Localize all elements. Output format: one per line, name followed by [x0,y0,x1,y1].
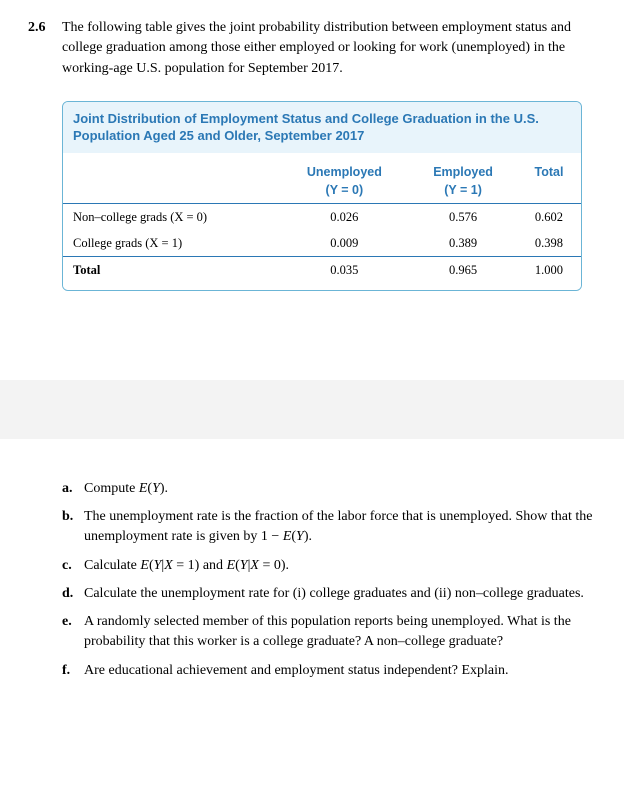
part-d-text: Calculate the unemployment rate for (i) … [84,584,596,604]
joint-distribution-table: Unemployed (Y = 0) Employed (Y = 1) Tota… [63,153,581,290]
part-b: b. The unemployment rate is the fraction… [62,507,596,548]
part-a: a. Compute E(Y). [62,479,596,499]
row3-label: Total [63,257,280,290]
header-total-label: Total [535,165,564,179]
part-f-text: Are educational achievement and employme… [84,661,596,681]
header-unemployed: Unemployed (Y = 0) [280,153,410,204]
header-unemployed-top: Unemployed [307,165,382,179]
table-header-row: Unemployed (Y = 0) Employed (Y = 1) Tota… [63,153,581,204]
header-unemployed-sub: (Y = 0) [288,181,402,199]
header-employed-top: Employed [433,165,493,179]
part-c: c. Calculate E(Y|X = 1) and E(Y|X = 0). [62,556,596,576]
row1-label: Non–college grads (X = 0) [63,204,280,231]
row1-c3: 0.602 [517,204,581,231]
row2-label: College grads (X = 1) [63,230,280,257]
part-b-label: b. [62,507,84,548]
header-total: Total [517,153,581,204]
part-a-text: Compute E(Y). [84,479,596,499]
problem-statement: The following table gives the joint prob… [62,18,596,79]
row1-c1: 0.026 [280,204,410,231]
joint-distribution-table-container: Joint Distribution of Employment Status … [62,101,582,291]
part-e-label: e. [62,612,84,653]
row3-c1: 0.035 [280,257,410,290]
header-employed-sub: (Y = 1) [417,181,509,199]
part-b-text: The unemployment rate is the fraction of… [84,507,596,548]
row2-c2: 0.389 [409,230,517,257]
problem-number: 2.6 [28,18,62,79]
page: 2.6 The following table gives the joint … [0,0,624,717]
part-c-label: c. [62,556,84,576]
part-d: d. Calculate the unemployment rate for (… [62,584,596,604]
table-row: Non–college grads (X = 0) 0.026 0.576 0.… [63,204,581,231]
row2-c3: 0.398 [517,230,581,257]
row3-c3: 1.000 [517,257,581,290]
table-row-total: Total 0.035 0.965 1.000 [63,257,581,290]
row2-c1: 0.009 [280,230,410,257]
part-f: f. Are educational achievement and emplo… [62,661,596,681]
table-row: College grads (X = 1) 0.009 0.389 0.398 [63,230,581,257]
part-f-label: f. [62,661,84,681]
part-a-label: a. [62,479,84,499]
row3-c2: 0.965 [409,257,517,290]
header-employed: Employed (Y = 1) [409,153,517,204]
problem-parts: a. Compute E(Y). b. The unemployment rat… [62,479,596,681]
cutoff-text-fragment [88,321,596,343]
problem-heading: 2.6 The following table gives the joint … [28,18,596,79]
part-e: e. A randomly selected member of this po… [62,612,596,653]
part-e-text: A randomly selected member of this popul… [84,612,596,653]
header-blank [63,153,280,204]
part-c-text: Calculate E(Y|X = 1) and E(Y|X = 0). [84,556,596,576]
table-title: Joint Distribution of Employment Status … [63,102,581,153]
row1-c2: 0.576 [409,204,517,231]
part-d-label: d. [62,584,84,604]
page-gap-band [0,379,624,439]
